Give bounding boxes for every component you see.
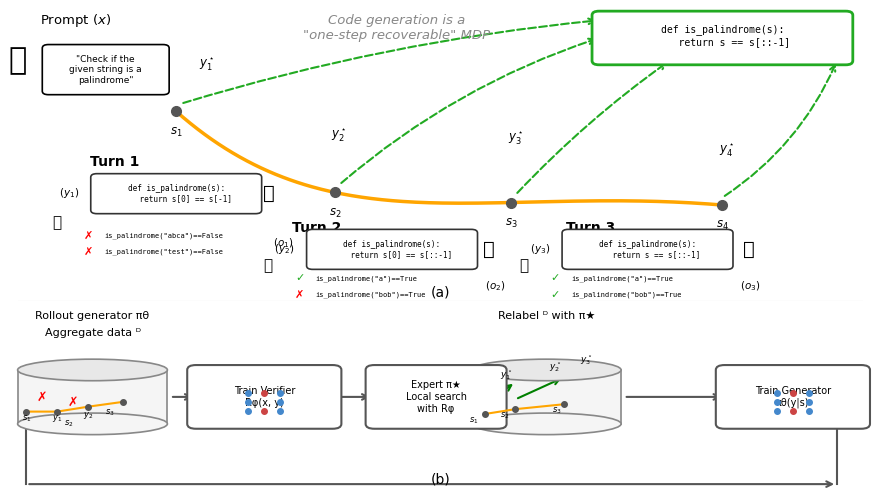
Text: $s_3$: $s_3$ [552, 406, 561, 416]
Text: ✓: ✓ [551, 290, 560, 300]
Text: ✓: ✓ [551, 273, 560, 284]
Text: 👤: 👤 [9, 46, 26, 75]
Text: 🤖: 🤖 [743, 240, 755, 259]
Text: $s_3$: $s_3$ [505, 217, 517, 230]
Text: is_palindrome("bob")==True: is_palindrome("bob")==True [315, 292, 426, 298]
Text: $s_2$: $s_2$ [329, 207, 341, 220]
Text: $(y_2)$: $(y_2)$ [275, 242, 294, 256]
Text: ✗: ✗ [68, 396, 78, 409]
FancyBboxPatch shape [91, 173, 262, 214]
Ellipse shape [18, 413, 167, 435]
Text: def is_palindrome(s):
    return s[0] == s[::-1]: def is_palindrome(s): return s[0] == s[:… [332, 240, 452, 259]
FancyBboxPatch shape [366, 365, 507, 429]
Text: $y_2$: $y_2$ [83, 410, 93, 421]
Text: Aggregate data ᴰ: Aggregate data ᴰ [45, 328, 140, 338]
Text: $y_1^\star$: $y_1^\star$ [199, 56, 215, 74]
Text: $s_4$: $s_4$ [716, 219, 729, 232]
Text: ✗: ✗ [36, 392, 47, 404]
Text: is_palindrome("a")==True: is_palindrome("a")==True [315, 275, 418, 282]
Text: $y_4^\star$: $y_4^\star$ [719, 142, 735, 160]
Text: (b): (b) [431, 472, 450, 486]
Text: $(y_3)$: $(y_3)$ [530, 242, 550, 256]
Text: is_palindrome("abca")==False: is_palindrome("abca")==False [104, 232, 223, 239]
Text: $s_2$: $s_2$ [64, 418, 73, 429]
Bar [18, 370, 167, 424]
Ellipse shape [471, 413, 621, 435]
Text: $s_1$: $s_1$ [170, 125, 182, 139]
FancyBboxPatch shape [187, 365, 342, 429]
Text: Rollout generator πθ: Rollout generator πθ [35, 311, 150, 321]
Text: def is_palindrome(s):
    return s[0] == s[-1]: def is_palindrome(s): return s[0] == s[-… [121, 184, 232, 203]
Text: is_palindrome("a")==True: is_palindrome("a")==True [571, 275, 673, 282]
Text: $s_1$: $s_1$ [22, 414, 31, 424]
Text: $s_2$: $s_2$ [500, 411, 509, 421]
Text: Prompt $(x)$: Prompt $(x)$ [40, 12, 111, 29]
Text: $y_2^\star$: $y_2^\star$ [331, 127, 347, 144]
Text: Turn 2: Turn 2 [292, 221, 342, 235]
Text: ✗: ✗ [295, 290, 305, 300]
Text: ✗: ✗ [84, 246, 93, 257]
Text: Train Generator
πθ(y|s): Train Generator πθ(y|s) [755, 386, 831, 408]
Text: $s_3$: $s_3$ [106, 407, 115, 418]
FancyBboxPatch shape [307, 229, 478, 270]
FancyBboxPatch shape [562, 229, 733, 270]
Text: $(o_3)$: $(o_3)$ [740, 280, 760, 294]
Text: "Check if the
given string is a
palindrome": "Check if the given string is a palindro… [70, 55, 142, 85]
Text: $s_1$: $s_1$ [470, 416, 478, 426]
Text: 🖥️: 🖥️ [53, 215, 62, 230]
Text: ✗: ✗ [84, 230, 93, 241]
Text: $(y_1)$: $(y_1)$ [59, 186, 78, 200]
Text: 🖥️: 🖥️ [520, 258, 529, 273]
Text: def is_palindrome(s):
    return s == s[::-1]: def is_palindrome(s): return s == s[::-1… [655, 24, 790, 47]
Text: is_palindrome("bob")==True: is_palindrome("bob")==True [571, 292, 681, 298]
Text: $y_2^\star$: $y_2^\star$ [549, 361, 561, 374]
FancyBboxPatch shape [592, 11, 853, 65]
Text: Turn 1: Turn 1 [90, 155, 139, 169]
Text: def is_palindrome(s):
    return s == s[::-1]: def is_palindrome(s): return s == s[::-1… [595, 240, 700, 259]
Text: is_palindrome("test")==False: is_palindrome("test")==False [104, 248, 223, 255]
Text: $(o_1)$: $(o_1)$ [273, 237, 293, 250]
Ellipse shape [18, 359, 167, 381]
Text: $(o_2)$: $(o_2)$ [485, 280, 505, 294]
Ellipse shape [471, 359, 621, 381]
Text: Code generation is a
"one-step recoverable" MDP: Code generation is a "one-step recoverab… [303, 14, 490, 42]
FancyBboxPatch shape [42, 45, 169, 95]
Text: $y_3^\star$: $y_3^\star$ [580, 354, 592, 367]
Text: ✓: ✓ [295, 273, 305, 284]
Text: $y_3^\star$: $y_3^\star$ [507, 129, 523, 147]
Text: (a): (a) [431, 286, 450, 300]
Text: 🤖: 🤖 [483, 240, 495, 259]
Text: $y_1$: $y_1$ [52, 414, 63, 424]
Text: Turn 3: Turn 3 [566, 221, 615, 235]
Text: Relabel ᴰ with π★: Relabel ᴰ with π★ [498, 311, 595, 321]
Bar [471, 370, 621, 424]
FancyBboxPatch shape [716, 365, 870, 429]
Text: Train Verifier
Rφ(x, y): Train Verifier Rφ(x, y) [233, 386, 295, 408]
Text: Expert π★
Local search
with Rφ: Expert π★ Local search with Rφ [405, 380, 467, 414]
Text: 🤖: 🤖 [263, 184, 275, 203]
Text: 🖥️: 🖥️ [264, 258, 273, 273]
Text: $y_1^\star$: $y_1^\star$ [500, 368, 513, 382]
